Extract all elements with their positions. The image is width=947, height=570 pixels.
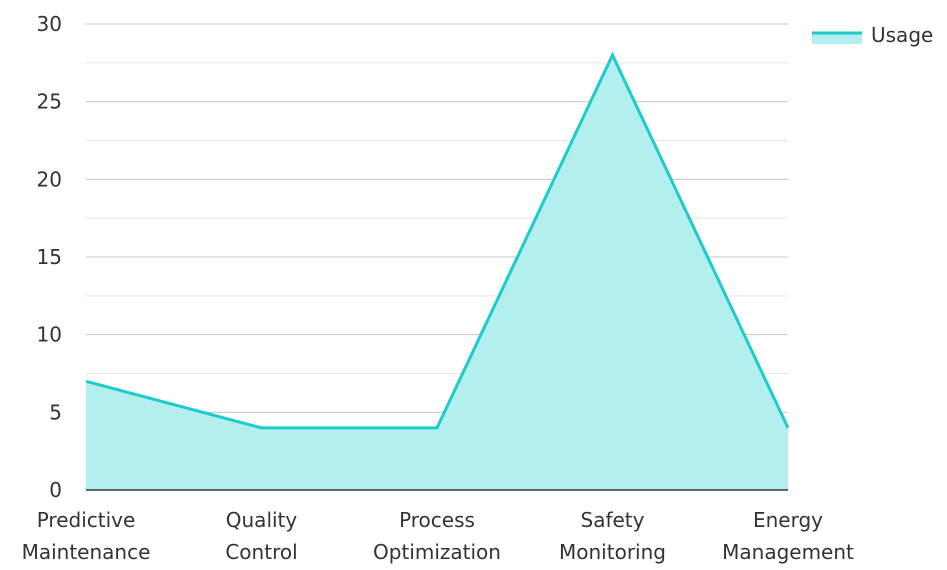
y-tick-label: 15 [37, 245, 62, 269]
area-series [85, 51, 790, 491]
x-tick-label: Quality Control [225, 508, 297, 564]
y-tick-label: 5 [49, 400, 62, 424]
legend: Usage [812, 23, 933, 47]
x-tick-label: Process Optimization [373, 508, 501, 564]
y-tick-label: 25 [37, 90, 62, 114]
y-tick-label: 0 [49, 478, 62, 502]
y-tick-label: 20 [37, 167, 62, 191]
x-axis-tick-labels: Predictive Maintenance Quality Control Proce… [22, 508, 854, 564]
area-fill-usage [86, 55, 788, 491]
x-tick-label: Safety Monitoring [559, 508, 666, 564]
series-line-usage [85, 51, 790, 430]
y-axis-tick-labels: 0 5 10 15 20 25 30 [37, 12, 62, 502]
legend-label: Usage [871, 23, 933, 47]
legend-swatch-fill [812, 32, 862, 44]
y-tick-label: 10 [37, 323, 62, 347]
y-tick-label: 30 [37, 12, 62, 36]
x-tick-label: Energy Management [722, 508, 854, 564]
x-tick-label: Predictive Maintenance [22, 508, 151, 564]
